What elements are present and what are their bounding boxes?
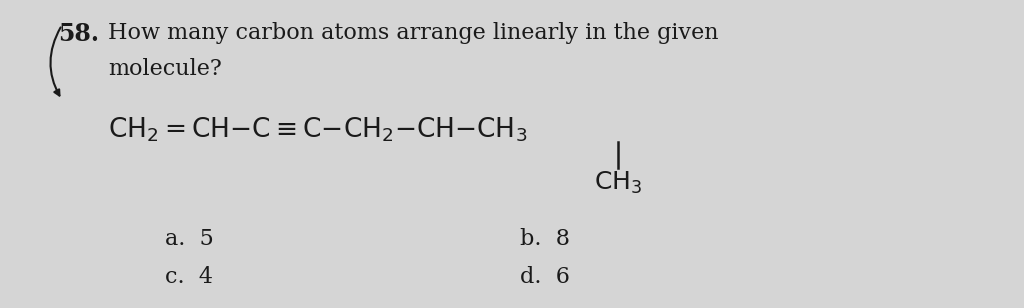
Text: d.  6: d. 6 [520, 266, 570, 288]
Text: 58.: 58. [58, 22, 99, 46]
Text: $\mathsf{CH_2{=}CH{-}C{\equiv}C{-}CH_2{-}CH{-}CH_3}$: $\mathsf{CH_2{=}CH{-}C{\equiv}C{-}CH_2{-… [108, 115, 527, 144]
Text: How many carbon atoms arrange linearly in the given: How many carbon atoms arrange linearly i… [108, 22, 719, 44]
Text: a.  5: a. 5 [165, 228, 214, 250]
Text: molecule?: molecule? [108, 58, 222, 80]
Text: $\mathsf{CH_3}$: $\mathsf{CH_3}$ [594, 170, 642, 196]
Text: c.  4: c. 4 [165, 266, 213, 288]
Text: b.  8: b. 8 [520, 228, 570, 250]
